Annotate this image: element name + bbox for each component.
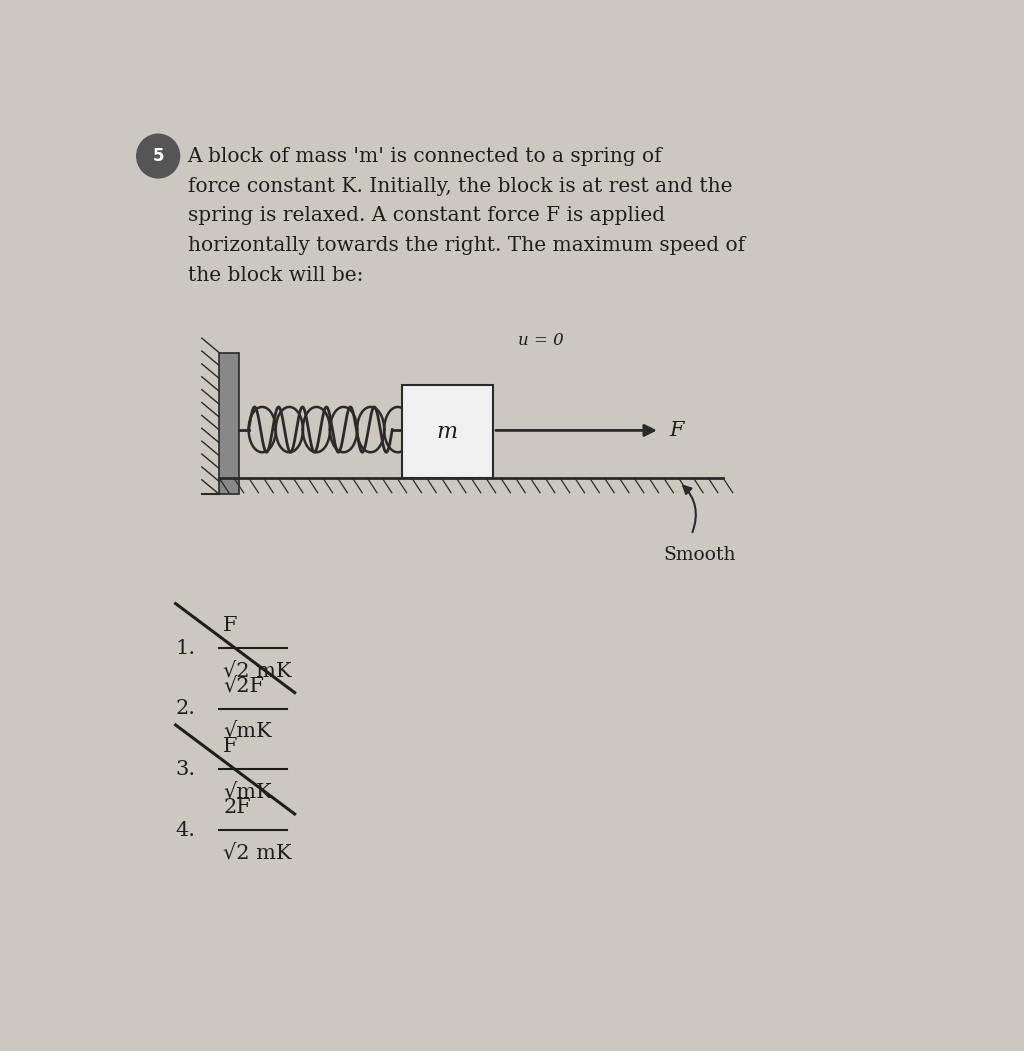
Text: 1.: 1. (175, 639, 196, 658)
Text: 2F: 2F (223, 798, 251, 817)
Text: A block of mass 'm' is connected to a spring of: A block of mass 'm' is connected to a sp… (187, 146, 663, 166)
Text: √2 mK: √2 mK (223, 843, 292, 862)
Text: 4.: 4. (175, 821, 196, 840)
Text: horizontally towards the right. The maximum speed of: horizontally towards the right. The maxi… (187, 236, 744, 255)
Text: the block will be:: the block will be: (187, 266, 364, 285)
Text: force constant K. Initially, the block is at rest and the: force constant K. Initially, the block i… (187, 177, 732, 195)
Text: F: F (670, 420, 684, 440)
Text: √mK: √mK (223, 722, 271, 741)
Text: 2.: 2. (175, 699, 196, 718)
Bar (219, 353, 240, 494)
Text: spring is relaxed. A constant force F is applied: spring is relaxed. A constant force F is… (187, 206, 665, 226)
Text: √mK: √mK (223, 783, 271, 802)
Circle shape (137, 135, 179, 178)
Text: F: F (223, 738, 238, 757)
Text: √2 mK: √2 mK (223, 661, 292, 680)
Text: u = 0: u = 0 (518, 332, 563, 349)
Text: m: m (437, 420, 458, 442)
Text: √2F: √2F (223, 677, 264, 696)
Text: 5: 5 (153, 147, 164, 165)
Text: F: F (223, 616, 238, 635)
Bar (401, 385, 494, 478)
Text: Smooth: Smooth (664, 547, 735, 564)
Text: 3.: 3. (175, 760, 196, 779)
